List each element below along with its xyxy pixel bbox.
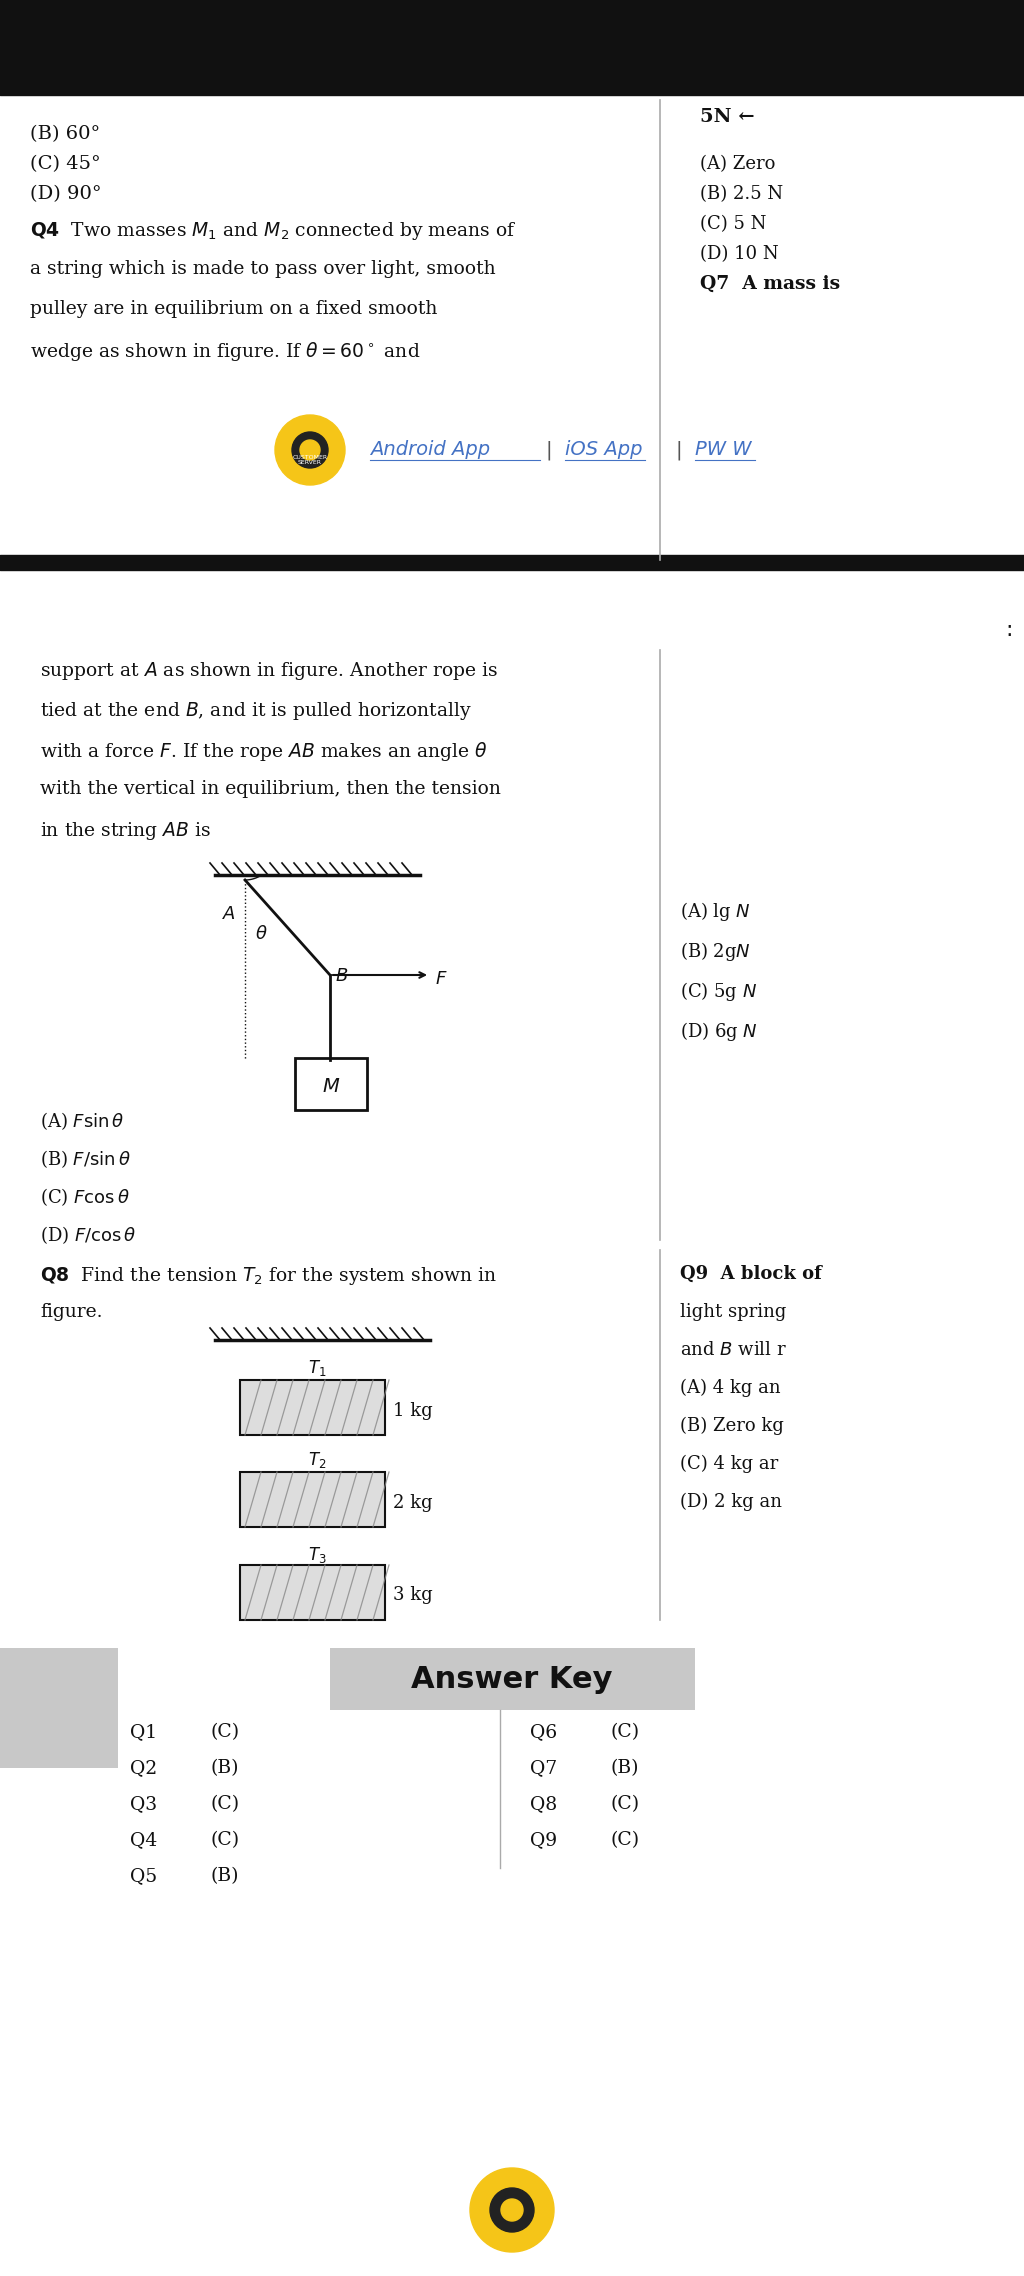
Text: (D) 2 kg an: (D) 2 kg an [680,1493,782,1511]
Circle shape [275,414,345,485]
Circle shape [292,432,328,469]
Circle shape [490,2187,534,2233]
Text: (B) Zero kg: (B) Zero kg [680,1418,784,1436]
Text: (B): (B) [210,1759,239,1778]
Text: (B) 2g$N$: (B) 2g$N$ [680,940,751,963]
Circle shape [470,2169,554,2251]
Text: a string which is made to pass over light, smooth: a string which is made to pass over ligh… [30,259,496,278]
Text: 5N ←: 5N ← [700,107,755,125]
Text: $T_2$: $T_2$ [308,1450,327,1470]
Text: Answer Key: Answer Key [412,1664,612,1693]
Text: (D) 90°: (D) 90° [30,184,101,203]
Text: Q5: Q5 [130,1866,158,1885]
Text: (A) Zero: (A) Zero [700,155,775,173]
Text: (D) $F/\cos\theta$: (D) $F/\cos\theta$ [40,1224,136,1245]
Text: Q7  A mass is: Q7 A mass is [700,275,840,294]
Text: Q1: Q1 [130,1723,157,1741]
Text: |: | [545,439,552,460]
Text: $T_3$: $T_3$ [308,1545,327,1566]
Text: (C): (C) [210,1723,240,1741]
Text: (C) 5g $N$: (C) 5g $N$ [680,981,757,1004]
Text: (B) 60°: (B) 60° [30,125,100,143]
Text: (A) $F\sin\theta$: (A) $F\sin\theta$ [40,1111,125,1131]
Text: 1 kg: 1 kg [393,1402,433,1420]
Text: pulley are in equilibrium on a fixed smooth: pulley are in equilibrium on a fixed smo… [30,300,437,319]
Text: Q6: Q6 [530,1723,557,1741]
Text: (D) 10 N: (D) 10 N [700,246,778,264]
Text: Q9  A block of: Q9 A block of [680,1265,822,1284]
Text: (D) 6g $N$: (D) 6g $N$ [680,1020,758,1042]
Text: (A) 4 kg an: (A) 4 kg an [680,1379,780,1397]
Text: (C) 5 N: (C) 5 N [700,214,766,232]
Text: iOS App: iOS App [565,439,642,460]
Text: :: : [1005,619,1013,640]
Text: and $B$ will r: and $B$ will r [680,1341,786,1359]
Text: (C) $F\cos\theta$: (C) $F\cos\theta$ [40,1186,130,1209]
Text: Q2: Q2 [130,1759,158,1778]
Text: $A$: $A$ [222,906,236,924]
Text: $M$: $M$ [322,1077,340,1095]
Text: (B) 2.5 N: (B) 2.5 N [700,184,783,203]
Text: Q4: Q4 [130,1830,158,1848]
Text: $T_1$: $T_1$ [308,1359,327,1377]
Text: 3 kg: 3 kg [393,1586,433,1605]
Text: $\mathbf{Q8}$  Find the tension $T_2$ for the system shown in: $\mathbf{Q8}$ Find the tension $T_2$ for… [40,1265,498,1286]
Text: (B): (B) [210,1866,239,1885]
Text: $F$: $F$ [435,970,447,988]
Text: Q9: Q9 [530,1830,557,1848]
Bar [240,1379,385,1434]
Text: $B$: $B$ [335,967,348,986]
Text: (C): (C) [610,1796,639,1814]
Circle shape [300,439,319,460]
Text: with the vertical in equilibrium, then the tension: with the vertical in equilibrium, then t… [40,781,501,799]
Text: Q7: Q7 [530,1759,557,1778]
Text: CUSTOMER
SERVER: CUSTOMER SERVER [293,455,328,464]
Bar [240,1566,385,1621]
Text: in the string $AB$ is: in the string $AB$ is [40,819,211,842]
Circle shape [501,2199,523,2221]
Text: |: | [675,439,682,460]
Text: (B) $F/\sin\theta$: (B) $F/\sin\theta$ [40,1147,131,1170]
Bar [0,1648,118,1768]
Text: wedge as shown in figure. If $\theta = 60^\circ$ and: wedge as shown in figure. If $\theta = 6… [30,339,421,362]
Text: $\mathbf{Q4}$  Two masses $M_1$ and $M_2$ connected by means of: $\mathbf{Q4}$ Two masses $M_1$ and $M_2$… [30,221,516,241]
Text: (C) 4 kg ar: (C) 4 kg ar [680,1454,778,1473]
Text: (A) lg $N$: (A) lg $N$ [680,899,751,924]
Text: figure.: figure. [40,1302,102,1320]
Text: (C): (C) [210,1796,240,1814]
Text: Q3: Q3 [130,1796,157,1814]
Text: (C): (C) [610,1723,639,1741]
Text: tied at the end $B$, and it is pulled horizontally: tied at the end $B$, and it is pulled ho… [40,701,472,721]
Bar [330,1648,695,1709]
Bar [240,1473,385,1527]
Text: 2 kg: 2 kg [393,1493,432,1511]
Text: support at $A$ as shown in figure. Another rope is: support at $A$ as shown in figure. Anoth… [40,660,499,683]
Text: (C): (C) [610,1830,639,1848]
Text: $\theta$: $\theta$ [255,924,267,942]
Text: light spring: light spring [680,1302,786,1320]
Text: Android App: Android App [370,439,490,460]
Text: with a force $F$. If the rope $AB$ makes an angle $\theta$: with a force $F$. If the rope $AB$ makes… [40,740,487,762]
Text: (C) 45°: (C) 45° [30,155,100,173]
Text: (C): (C) [210,1830,240,1848]
Text: (B): (B) [610,1759,639,1778]
Text: PW W: PW W [695,439,752,460]
Text: Q8: Q8 [530,1796,557,1814]
Bar [295,1058,367,1111]
